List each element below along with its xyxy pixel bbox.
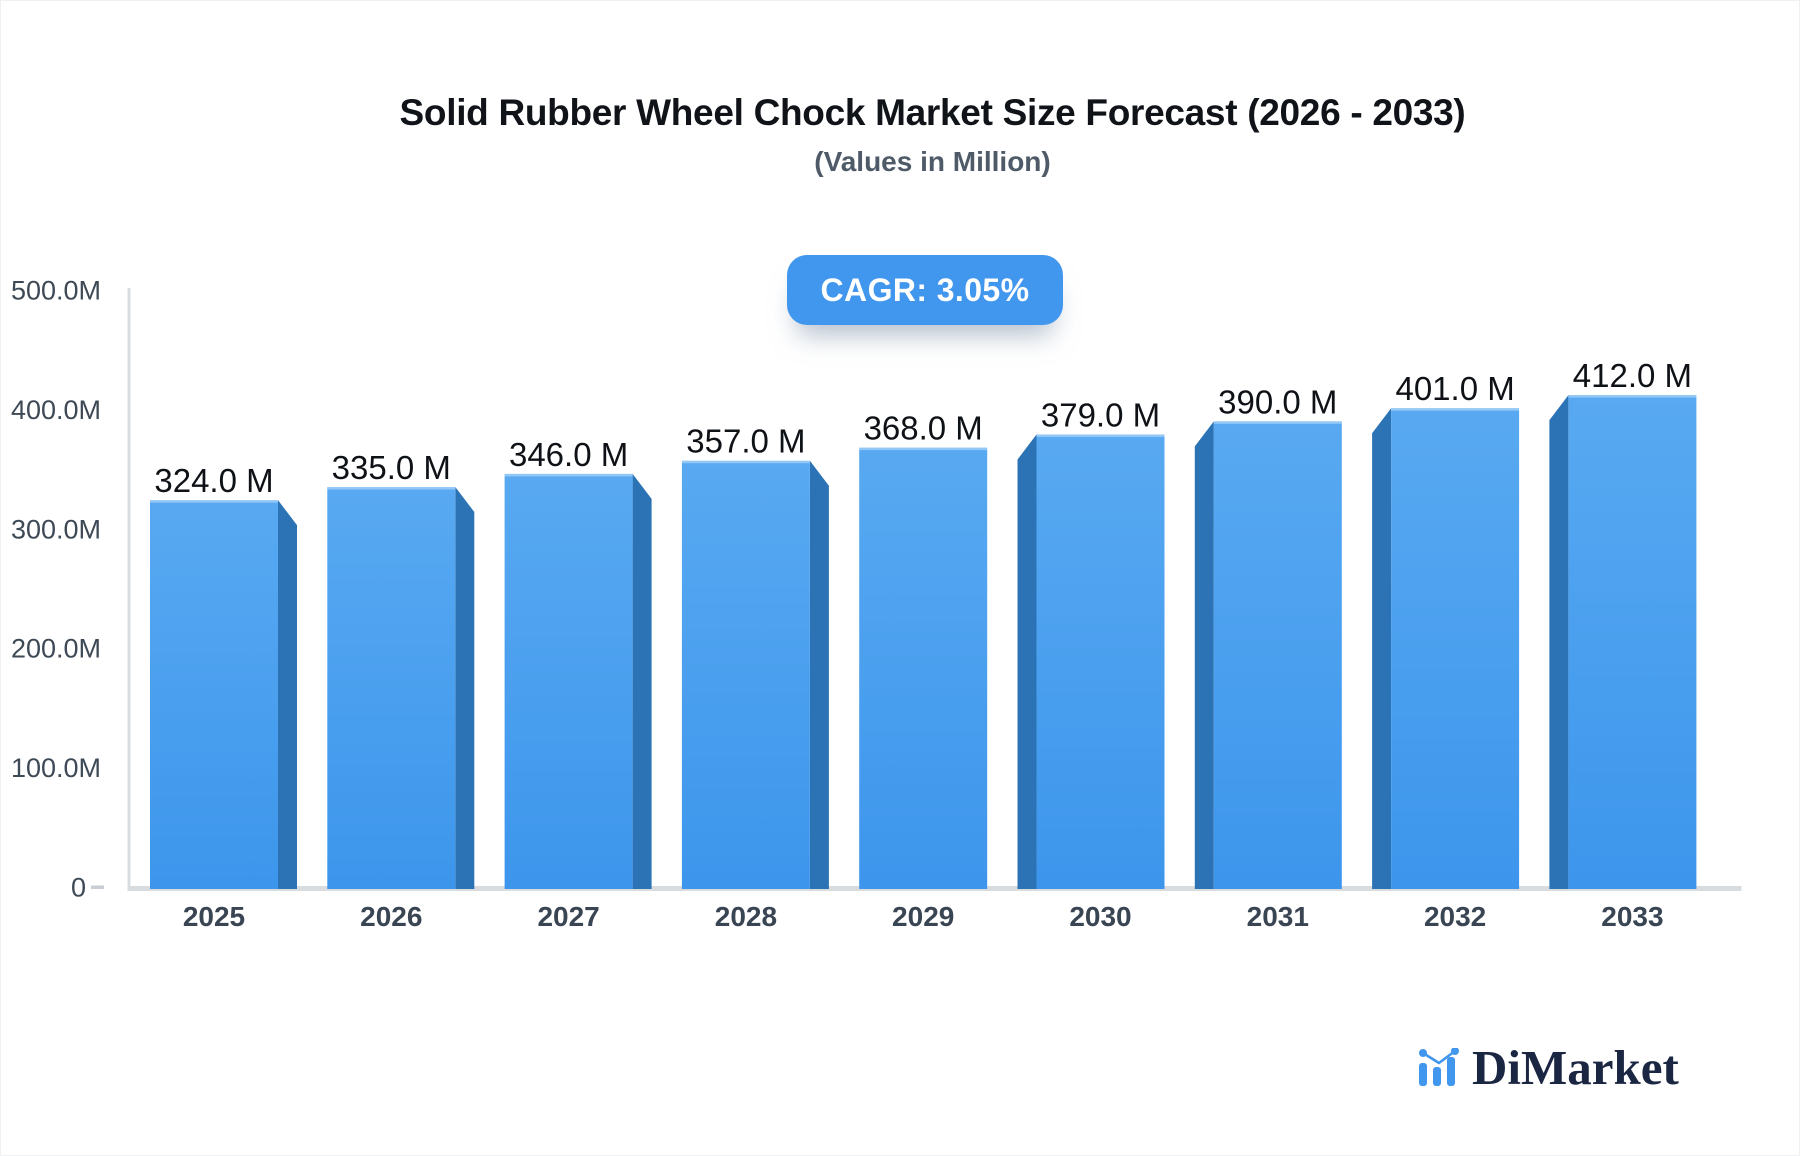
bar-2026 bbox=[327, 487, 456, 889]
bar-side-2027 bbox=[632, 473, 652, 889]
y-tick-500: 500.0M bbox=[11, 276, 101, 306]
bar-2029 bbox=[859, 447, 988, 889]
bar-2027 bbox=[504, 473, 633, 889]
bar-side-2028 bbox=[809, 460, 829, 889]
year-label-2032: 2032 bbox=[1424, 901, 1486, 932]
bar-side-2033 bbox=[1549, 395, 1569, 889]
year-label-2028: 2028 bbox=[715, 901, 777, 932]
bar-top-edge-2029 bbox=[859, 447, 988, 451]
year-label-2026: 2026 bbox=[360, 901, 422, 932]
bar-top-edge-2028 bbox=[681, 460, 810, 464]
chart-subtitle: (Values in Million) bbox=[814, 146, 1051, 177]
value-label-2025: 324.0 M bbox=[154, 462, 273, 499]
y-tick-400: 400.0M bbox=[11, 395, 101, 425]
value-label-2033: 412.0 M bbox=[1573, 357, 1692, 394]
bar-top-edge-2033 bbox=[1568, 395, 1697, 398]
value-label-2028: 357.0 M bbox=[686, 423, 805, 460]
year-label-2031: 2031 bbox=[1247, 901, 1309, 932]
cagr-badge: CAGR: 3.05% bbox=[787, 255, 1063, 325]
bar-side-2030 bbox=[1017, 434, 1037, 889]
year-label-2029: 2029 bbox=[892, 901, 954, 932]
bar-chart: 500.0M 400.0M 300.0M 200.0M 100.0M 0 324.0 M 20… bbox=[11, 276, 1742, 932]
y-axis-line bbox=[127, 288, 131, 889]
value-label-2029: 368.0 M bbox=[864, 410, 983, 447]
bar-top-edge-2032 bbox=[1391, 408, 1520, 411]
value-label-2031: 390.0 M bbox=[1218, 383, 1337, 420]
value-label-2026: 335.0 M bbox=[332, 449, 451, 486]
bar-top-edge-2030 bbox=[1036, 434, 1165, 437]
bar-2030 bbox=[1036, 434, 1165, 889]
bar-side-2025 bbox=[278, 500, 297, 889]
bar-chart-svg: 500.0M 400.0M 300.0M 200.0M 100.0M 0 324.0 M 20… bbox=[11, 276, 1742, 932]
y-tick-100: 100.0M bbox=[11, 753, 101, 783]
bar-2032 bbox=[1391, 408, 1520, 889]
bar-top-edge-2025 bbox=[150, 500, 278, 503]
year-label-2025: 2025 bbox=[183, 901, 245, 932]
year-label-2030: 2030 bbox=[1069, 901, 1131, 932]
bar-2031 bbox=[1213, 421, 1342, 889]
bar-top-edge-2031 bbox=[1213, 421, 1342, 424]
brand-logo: DiMarket bbox=[1418, 1040, 1679, 1096]
value-label-2027: 346.0 M bbox=[509, 436, 628, 473]
bar-side-2026 bbox=[455, 487, 475, 889]
bar-top-edge-2027 bbox=[504, 473, 633, 477]
bar-chart-trend-icon bbox=[1419, 1048, 1459, 1086]
chart-title: Solid Rubber Wheel Chock Market Size For… bbox=[399, 92, 1466, 133]
value-label-2032: 401.0 M bbox=[1395, 370, 1514, 407]
bar-side-2031 bbox=[1194, 421, 1214, 889]
brand-name: DiMarket bbox=[1472, 1040, 1679, 1095]
y-tick-200: 200.0M bbox=[11, 634, 101, 664]
year-label-2027: 2027 bbox=[537, 901, 599, 932]
year-label-2033: 2033 bbox=[1601, 901, 1663, 932]
bar-side-2032 bbox=[1372, 408, 1392, 889]
bar-2033 bbox=[1568, 395, 1697, 889]
y-tick-300: 300.0M bbox=[11, 514, 101, 544]
zero-tick-dash bbox=[91, 885, 104, 889]
value-label-2030: 379.0 M bbox=[1041, 396, 1160, 433]
y-tick-0: 0 bbox=[71, 873, 86, 903]
bar-top-edge-2026 bbox=[327, 487, 456, 490]
bar-2028 bbox=[681, 460, 810, 889]
bar-2025 bbox=[150, 500, 278, 889]
